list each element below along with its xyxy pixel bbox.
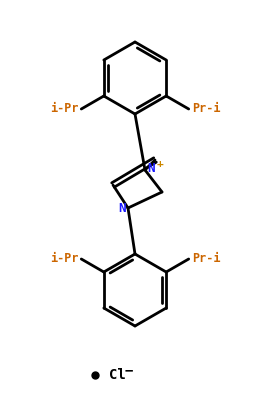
- Text: Pr-i: Pr-i: [192, 252, 220, 265]
- Text: +: +: [157, 159, 164, 169]
- Text: N: N: [147, 162, 154, 175]
- Text: Pr-i: Pr-i: [192, 103, 220, 115]
- Text: i-Pr: i-Pr: [50, 103, 78, 115]
- Text: i-Pr: i-Pr: [50, 252, 78, 265]
- Text: Cl: Cl: [109, 368, 126, 382]
- Text: N: N: [118, 202, 126, 216]
- Text: −: −: [125, 363, 133, 377]
